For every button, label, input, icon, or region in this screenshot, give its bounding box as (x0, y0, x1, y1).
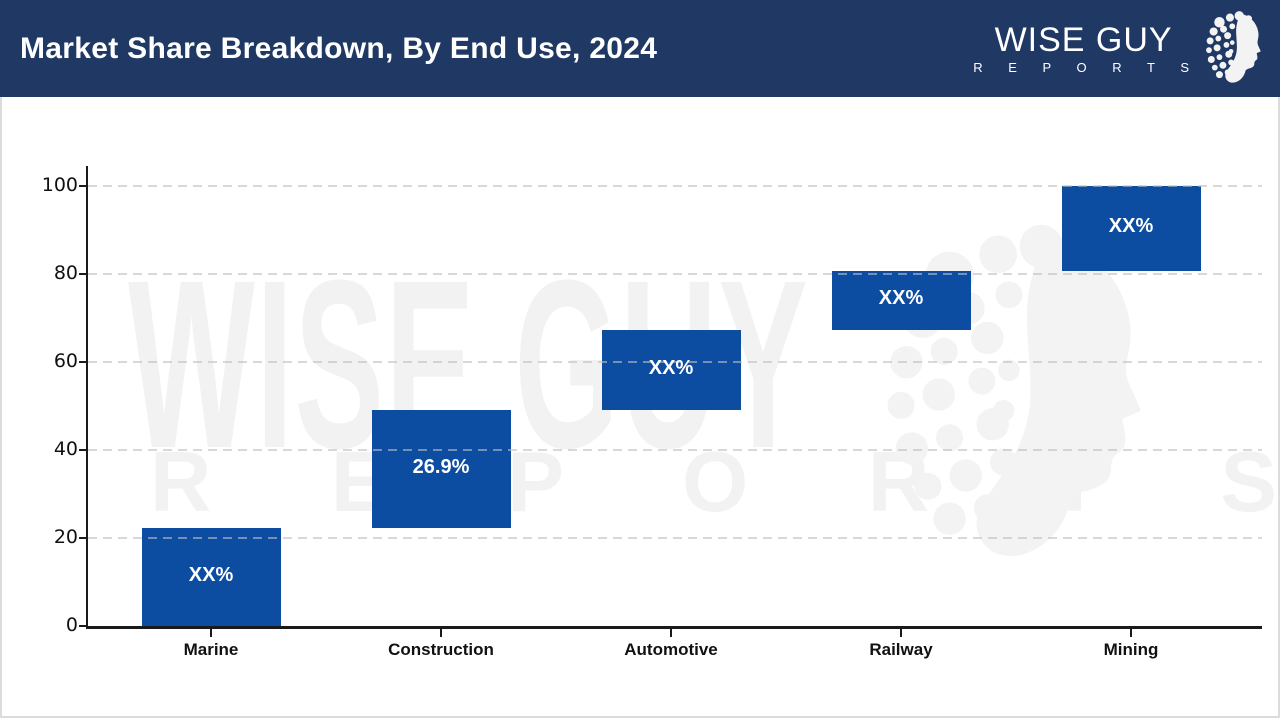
x-axis-tick-automotive (670, 629, 672, 637)
y-axis-line (86, 166, 88, 628)
x-axis-label-mining: Mining (1103, 640, 1159, 659)
x-axis-label-railway: Railway (869, 640, 933, 659)
gridline-60 (88, 361, 1262, 363)
y-axis-tick-0 (79, 625, 87, 627)
y-axis-tick-60 (79, 361, 87, 363)
gridline-80 (88, 273, 1262, 275)
y-axis-label-0: 0 (65, 614, 78, 636)
page-title: Market Share Breakdown, By End Use, 2024 (20, 31, 658, 65)
bar-marine (141, 527, 281, 626)
bar-value-label-automotive: XX% (648, 356, 694, 379)
x-axis-label-construction: Construction (388, 640, 494, 659)
y-axis-label-100: 100 (41, 174, 78, 196)
gridline-40 (88, 449, 1262, 451)
y-axis-label-40: 40 (53, 438, 78, 460)
logo-head-icon (1206, 11, 1261, 83)
bar-value-label-marine: XX% (188, 563, 234, 586)
logo-sub-text: R E P O R T S (973, 60, 1200, 76)
bar-railway (831, 270, 971, 330)
x-axis-label-marine: Marine (183, 640, 239, 659)
x-axis-tick-marine (210, 629, 212, 637)
bar-value-label-construction: 26.9% (412, 455, 470, 478)
logo-name-text: WISE GUY (994, 20, 1173, 59)
y-axis-label-80: 80 (53, 262, 78, 284)
wise-guy-logo: WISE GUY R E P O R T S (967, 4, 1266, 94)
x-axis-tick-railway (900, 629, 902, 637)
x-axis-label-automotive: Automotive (624, 640, 718, 659)
bar-mining (1061, 186, 1201, 271)
y-axis-label-20: 20 (53, 526, 78, 548)
gridline-20 (88, 537, 1262, 539)
x-axis-line (86, 626, 1262, 629)
bar-construction (371, 409, 511, 528)
x-axis-tick-construction (440, 629, 442, 637)
y-axis-tick-40 (79, 449, 87, 451)
bar-value-label-railway: XX% (878, 287, 924, 310)
gridline-100 (88, 185, 1262, 187)
header-bar: Market Share Breakdown, By End Use, 2024… (0, 0, 1280, 97)
y-axis-label-60: 60 (53, 350, 78, 372)
bar-automotive (601, 329, 741, 410)
x-axis-tick-mining (1130, 629, 1132, 637)
y-axis-tick-80 (79, 273, 87, 275)
y-axis-tick-20 (79, 537, 87, 539)
y-axis-tick-100 (79, 185, 87, 187)
bar-value-label-mining: XX% (1108, 215, 1154, 238)
